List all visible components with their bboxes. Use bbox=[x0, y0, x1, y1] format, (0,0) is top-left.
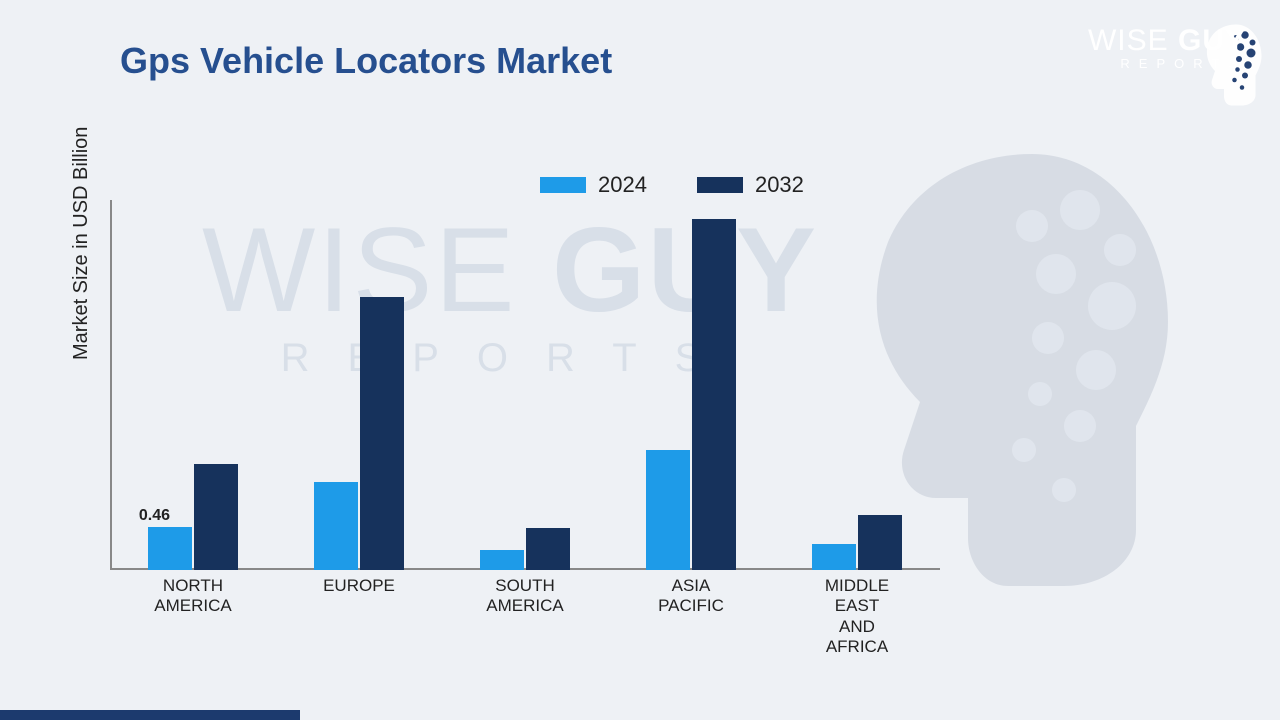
bar-2032 bbox=[858, 515, 902, 571]
bar-2024: 0.46 bbox=[148, 527, 192, 570]
page-root: WISE GUY REPORTS Gps Vehicle Locators Ma… bbox=[0, 0, 1280, 720]
bar-group bbox=[774, 200, 940, 570]
category-label: NORTHAMERICA bbox=[110, 576, 276, 658]
footer-accent-strip bbox=[0, 710, 300, 720]
bar-group bbox=[442, 200, 608, 570]
bar-2024 bbox=[646, 450, 690, 570]
brand-line1: WISE GUY bbox=[1088, 24, 1246, 58]
bar-2024 bbox=[812, 544, 856, 570]
bar-2024 bbox=[314, 482, 358, 570]
category-label: MIDDLEEASTANDAFRICA bbox=[774, 576, 940, 658]
bar-2032 bbox=[692, 219, 736, 571]
category-label: EUROPE bbox=[276, 576, 442, 658]
brand-line2: REPORTS bbox=[1088, 56, 1246, 71]
bar-2024 bbox=[480, 550, 524, 570]
bar-2032 bbox=[360, 297, 404, 570]
brand-word-wise: WISE bbox=[1088, 24, 1169, 57]
brand-logo: WISE GUY REPORTS bbox=[1088, 24, 1246, 71]
category-label: SOUTHAMERICA bbox=[442, 576, 608, 658]
bar-groups: 0.46 bbox=[110, 200, 940, 570]
bar-group: 0.46 bbox=[110, 200, 276, 570]
category-labels-row: NORTHAMERICAEUROPESOUTHAMERICAASIAPACIFI… bbox=[110, 576, 940, 658]
bar-group bbox=[276, 200, 442, 570]
bar-value-label: 0.46 bbox=[139, 507, 170, 525]
brand-word-guy: GUY bbox=[1178, 24, 1246, 57]
legend-item-2032: 2032 bbox=[697, 172, 804, 198]
bar-2032 bbox=[526, 528, 570, 570]
legend-label-2024: 2024 bbox=[598, 172, 647, 198]
bar-2032 bbox=[194, 464, 238, 570]
chart-plot-area: 0.46 bbox=[110, 200, 940, 570]
legend-label-2032: 2032 bbox=[755, 172, 804, 198]
legend-swatch-2032 bbox=[697, 177, 743, 193]
legend-swatch-2024 bbox=[540, 177, 586, 193]
bar-group bbox=[608, 200, 774, 570]
legend: 2024 2032 bbox=[540, 172, 804, 198]
y-axis-label: Market Size in USD Billion bbox=[70, 127, 93, 360]
legend-item-2024: 2024 bbox=[540, 172, 647, 198]
category-label: ASIAPACIFIC bbox=[608, 576, 774, 658]
chart-title: Gps Vehicle Locators Market bbox=[120, 40, 612, 82]
